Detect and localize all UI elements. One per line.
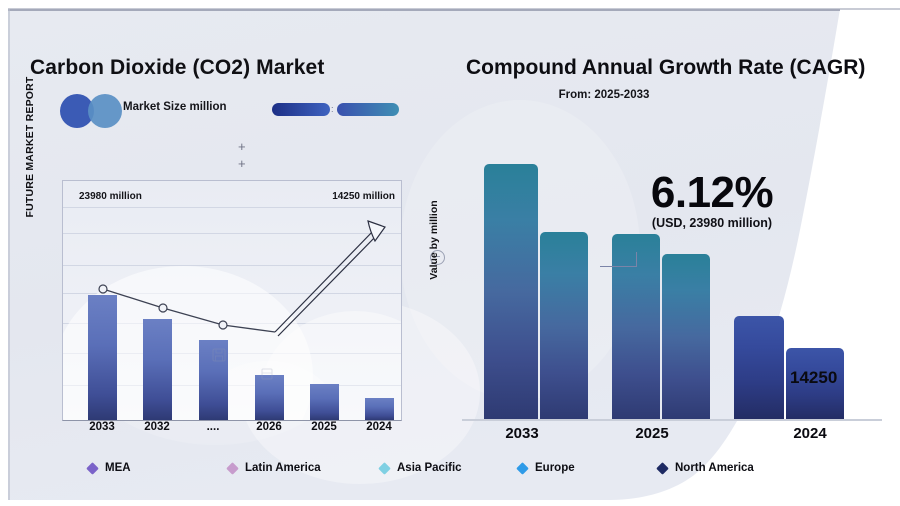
right-chart-subtitle: From: 2025-2033 (558, 89, 650, 101)
bar-2026 (255, 375, 284, 420)
x-label-right-2025: 2025 (635, 425, 669, 442)
x-label-dots: .... (206, 421, 220, 433)
left-caption-start: 23980 million (79, 191, 142, 202)
legend-label-europe: Europe (535, 462, 575, 474)
bar-dots (199, 340, 228, 420)
region-legend: MEA Latin America Asia Pacific Europe No… (0, 461, 900, 488)
x-label-2024: 2024 (366, 421, 392, 433)
trend-line-series (98, 220, 386, 337)
legend-item-north-america[interactable]: North America (656, 461, 754, 475)
venn-circle-light (88, 94, 122, 128)
legend-dot-latin-america (226, 461, 239, 475)
bracket-decoration (600, 252, 637, 267)
market-size-label: Market Size million (123, 101, 227, 113)
right-x-axis-line (462, 419, 882, 421)
value-label-14250: 14250 (790, 368, 838, 387)
bar-2033 (88, 295, 117, 420)
legend-dot-europe (516, 461, 529, 475)
legend-label-north-america: North America (675, 462, 754, 474)
box-watermark-icon (261, 368, 273, 380)
right-plot-area (462, 150, 882, 420)
x-label-right-2024: 2024 (793, 425, 827, 442)
bar-2032 (143, 319, 172, 420)
cagr-note: (USD, 23980 million) (651, 216, 773, 230)
plus-mark-1: + (238, 139, 246, 154)
left-chart-title: Carbon Dioxide (CO2) Market (30, 56, 325, 79)
gridline (63, 265, 401, 266)
cagr-value: 6.12% (650, 168, 774, 217)
left-caption-end: 14250 million (332, 191, 395, 202)
legend-label-asia-pacific: Asia Pacific (397, 462, 462, 474)
legend-item-asia-pacific[interactable]: Asia Pacific (378, 461, 462, 475)
bar-2024-high (734, 316, 784, 420)
minus-circle-icon (430, 250, 445, 265)
gridline (63, 233, 401, 234)
x-label-2025: 2025 (311, 421, 337, 433)
legend-item-mea[interactable]: MEA (86, 461, 131, 475)
legend-pill-separator: : (331, 104, 334, 114)
right-y-axis-label: Value by million (428, 200, 440, 280)
bar-2024 (365, 398, 394, 420)
x-label-2032: 2032 (144, 421, 170, 433)
right-chart-title: Compound Annual Growth Rate (CAGR) (466, 56, 866, 79)
legend-dot-mea (86, 461, 99, 475)
plus-mark-2: + (238, 156, 246, 171)
legend-pill-secondary (337, 103, 399, 116)
plus-marks-decoration: + + (238, 138, 246, 172)
x-label-2026: 2026 (256, 421, 282, 433)
save-watermark-icon (212, 348, 226, 362)
legend-label-latin-america: Latin America (245, 462, 321, 474)
growth-arrow-icon (274, 220, 386, 337)
x-label-2033: 2033 (89, 421, 115, 433)
bar-2025-low (662, 254, 710, 420)
gridline (63, 207, 401, 208)
legend-dot-north-america (656, 461, 669, 475)
legend-item-latin-america[interactable]: Latin America (226, 461, 321, 475)
legend-item-europe[interactable]: Europe (516, 461, 575, 475)
left-y-axis-label: FUTURE MARKET REPORT (24, 76, 36, 218)
bar-2025 (310, 384, 339, 420)
left-plot-decoration (63, 266, 401, 420)
left-plot-area: 23980 million 14250 million (62, 180, 402, 421)
bar-2024-low (786, 348, 844, 420)
legend-pill-primary (272, 103, 330, 116)
bar-2033-low (540, 232, 588, 420)
x-label-right-2033: 2033 (505, 425, 539, 442)
legend-dot-asia-pacific (378, 461, 391, 475)
bar-2033-high (484, 164, 538, 420)
left-x-axis-labels: 2033 2032 .... 2026 2025 2024 (62, 421, 400, 441)
legend-label-mea: MEA (105, 462, 131, 474)
market-size-legend: Market Size million : (60, 90, 400, 132)
venn-circles-icon (60, 94, 128, 128)
right-x-axis-labels: 2033 2025 2024 (462, 425, 882, 447)
